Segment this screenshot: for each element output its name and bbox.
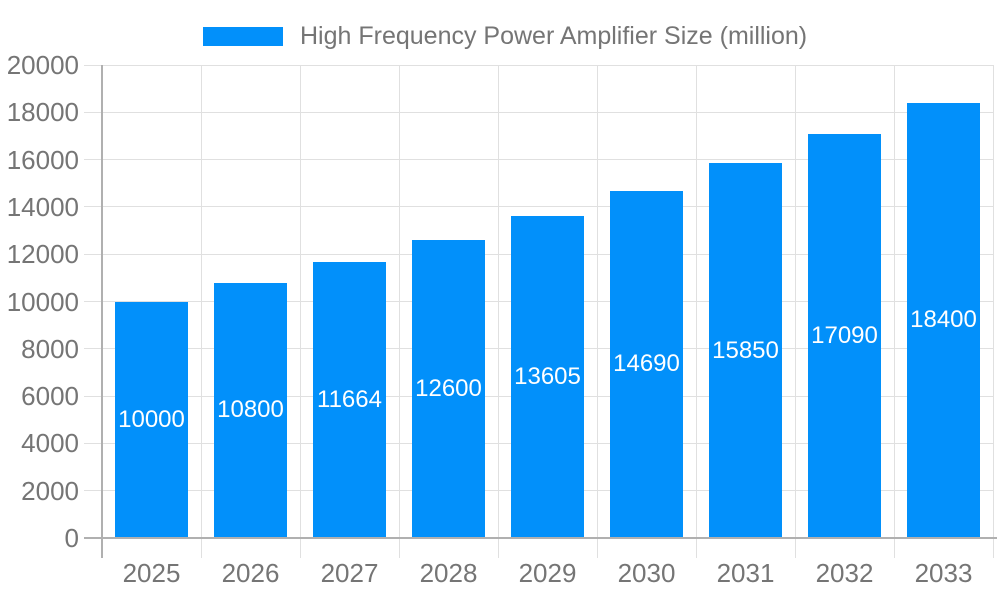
x-gridline [299,65,301,558]
y-axis-tick-label: 12000 [6,239,79,270]
bar-value-label: 12600 [415,375,482,402]
y-gridline [84,111,993,113]
x-axis-line [84,537,997,539]
y-axis-tick-label: 0 [64,523,79,553]
bar-2033[interactable] [907,102,980,538]
x-gridline [992,65,994,558]
y-axis-line [101,65,103,558]
bar-2025[interactable] [115,301,188,538]
bar-value-label: 13605 [514,363,581,391]
y-axis-tick-label: 6000 [21,381,79,412]
bar-2031[interactable] [709,163,782,538]
bar-value-label: 18400 [910,306,977,334]
x-gridline [893,65,895,558]
x-gridline [596,65,598,558]
x-gridline [398,65,400,558]
x-gridline [695,65,697,558]
y-axis-tick-label: 2000 [21,475,79,506]
x-axis-tick-label: 2030 [617,558,676,588]
y-axis-tick-label: 14000 [6,191,79,222]
y-gridline [84,64,993,66]
y-axis-tick-label: 16000 [6,144,79,175]
x-gridline [497,65,499,558]
x-axis-tick-label: 2026 [221,558,280,588]
bar-2029[interactable] [511,216,584,538]
bar-value-label: 10000 [118,405,185,433]
y-axis-tick-label: 4000 [21,428,79,459]
x-axis-tick-label: 2031 [716,558,775,588]
bar-2032[interactable] [808,133,881,538]
y-gridline [84,206,993,208]
bar-2026[interactable] [214,282,287,538]
bar-value-label: 11664 [317,386,382,414]
legend-swatch-icon [203,27,283,46]
bar-2028[interactable] [412,240,485,538]
y-axis-tick-label: 20000 [6,50,79,80]
bar-value-label: 15850 [712,336,779,364]
x-axis-tick-label: 2028 [419,558,478,588]
y-axis-tick-label: 8000 [21,333,79,364]
x-axis-tick-label: 2025 [122,558,181,588]
x-gridline [200,65,202,558]
legend-label: High Frequency Power Amplifier Size (mil… [300,22,808,50]
bar-2030[interactable] [610,190,683,538]
bar-value-label: 17090 [811,321,878,349]
y-axis-tick-label: 18000 [6,97,79,128]
y-axis-tick-label: 10000 [6,286,79,317]
x-axis-tick-label: 2033 [914,558,973,588]
x-axis-tick-label: 2029 [518,558,577,588]
x-gridline [794,65,796,558]
y-gridline [84,159,993,161]
bar-2027[interactable] [313,262,386,538]
legend[interactable]: High Frequency Power Amplifier Size (mil… [203,24,807,49]
bar-value-label: 14690 [613,350,680,378]
x-axis-tick-label: 2032 [815,558,874,588]
bar-value-label: 10800 [217,396,284,424]
x-axis-tick-label: 2027 [320,558,379,588]
